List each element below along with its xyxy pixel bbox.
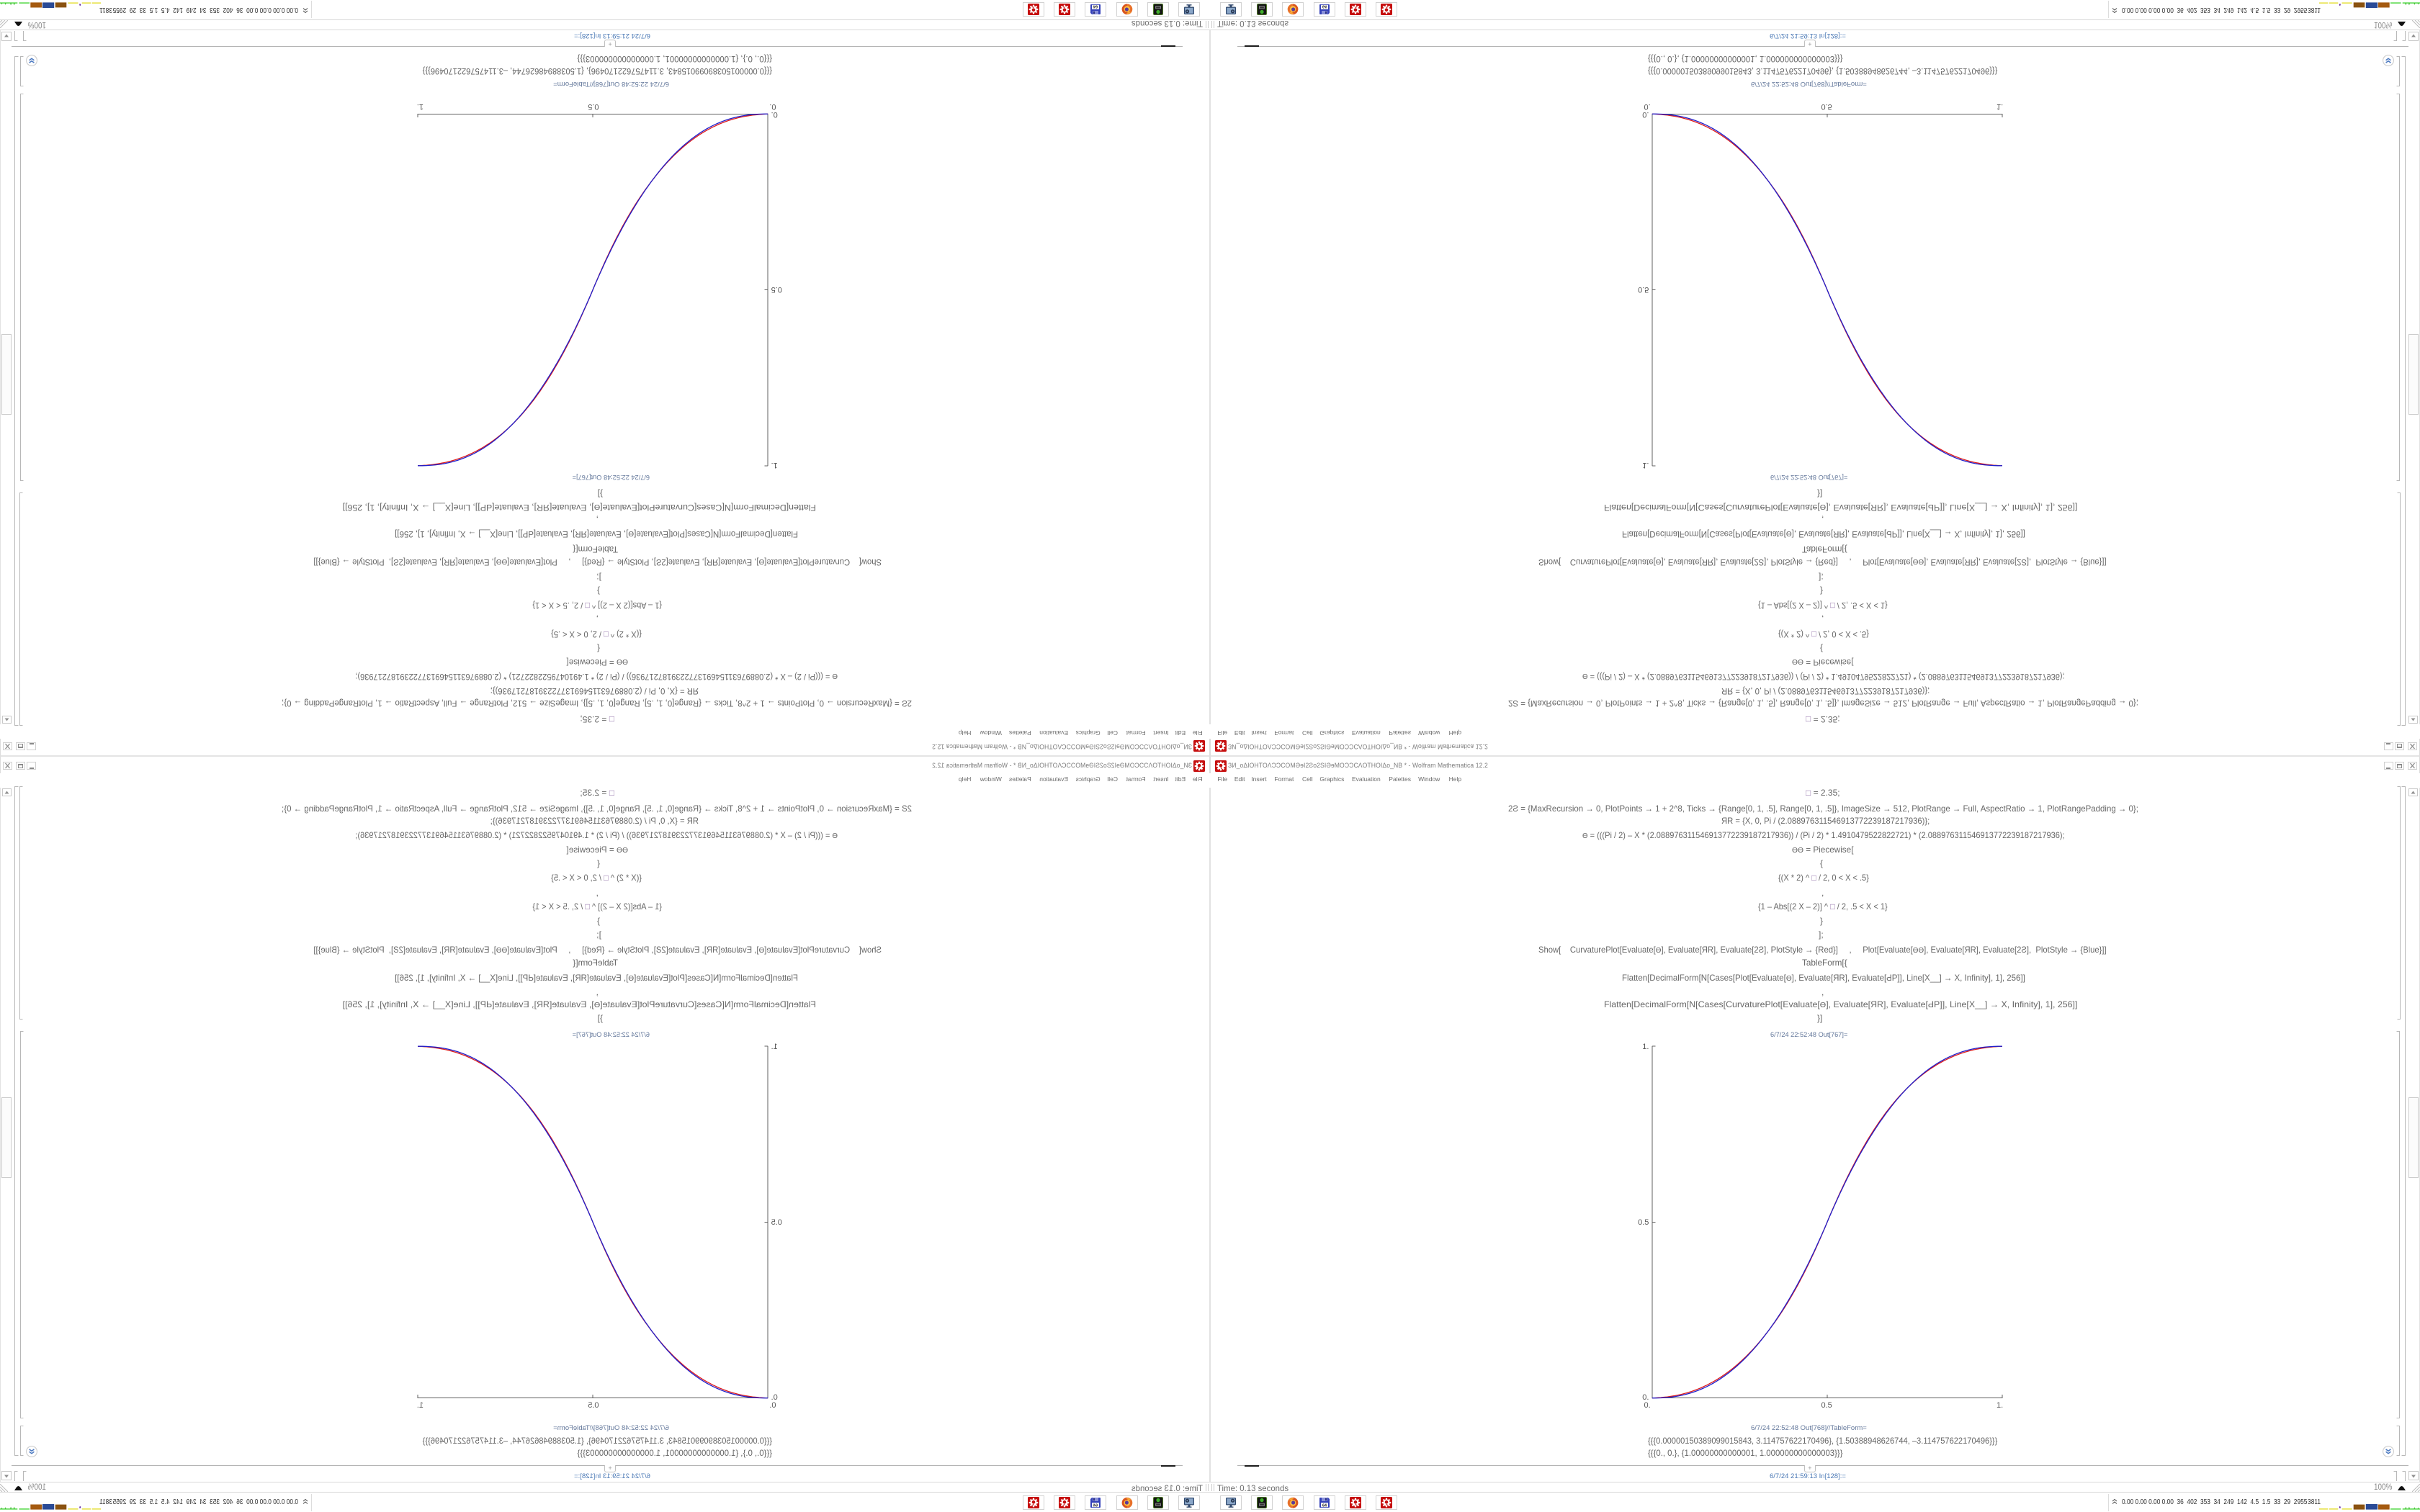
svg-text:64: 64: [1094, 1503, 1098, 1508]
svg-text:64: 64: [1322, 1503, 1327, 1508]
svg-text:64: 64: [1094, 4, 1098, 9]
svg-text:64: 64: [1322, 4, 1327, 9]
